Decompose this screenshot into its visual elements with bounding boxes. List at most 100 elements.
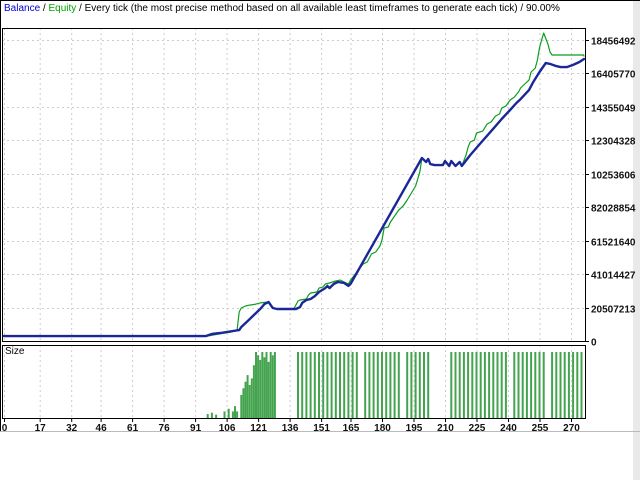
size-bar bbox=[364, 352, 367, 418]
size-bar bbox=[242, 388, 245, 418]
y-axis-label: 82028854 bbox=[591, 204, 636, 215]
size-bar bbox=[414, 352, 417, 418]
size-bar bbox=[368, 352, 371, 418]
size-bar bbox=[313, 352, 316, 418]
size-bar bbox=[206, 414, 209, 418]
y-axis-label: 41014427 bbox=[591, 271, 636, 282]
size-bar bbox=[496, 352, 499, 418]
size-bar bbox=[248, 385, 251, 418]
size-bar bbox=[488, 352, 491, 418]
size-bar bbox=[305, 352, 308, 418]
legend-separator: / bbox=[517, 3, 526, 14]
size-bar bbox=[471, 352, 474, 418]
size-bar bbox=[227, 408, 230, 418]
x-axis-label: 151 bbox=[313, 423, 330, 434]
x-axis-label: 225 bbox=[469, 423, 486, 434]
size-bar bbox=[567, 352, 570, 418]
size-bar bbox=[418, 352, 421, 418]
y-axis-label: 20507213 bbox=[591, 305, 636, 316]
balance-legend-label: Balance bbox=[4, 3, 41, 14]
size-bar bbox=[267, 361, 270, 418]
main-plot-border bbox=[2, 28, 586, 342]
size-bar bbox=[252, 365, 255, 418]
size-bar bbox=[271, 355, 274, 418]
size-bar bbox=[246, 375, 249, 418]
size-bar bbox=[215, 414, 218, 418]
size-bar bbox=[250, 378, 253, 418]
size-bar bbox=[347, 352, 350, 418]
modelling-quality: 90.00% bbox=[525, 3, 560, 14]
x-axis-label: 121 bbox=[250, 423, 267, 434]
size-bar bbox=[467, 352, 470, 418]
size-bar bbox=[542, 352, 545, 418]
size-bar bbox=[301, 352, 304, 418]
x-axis-label: 106 bbox=[219, 423, 236, 434]
size-plot-border bbox=[2, 345, 586, 419]
size-bar bbox=[381, 352, 383, 418]
size-bar bbox=[492, 352, 495, 418]
size-bar bbox=[257, 355, 260, 418]
size-bar bbox=[551, 352, 554, 418]
size-bar bbox=[265, 352, 268, 418]
balance-line bbox=[2, 57, 586, 338]
size-bar bbox=[576, 352, 579, 418]
size-bar bbox=[555, 352, 558, 418]
size-bar bbox=[334, 352, 337, 418]
size-bar bbox=[234, 406, 236, 418]
size-bar bbox=[393, 352, 396, 418]
size-bar bbox=[572, 352, 575, 418]
size-bar bbox=[339, 352, 341, 418]
x-axis-label: 76 bbox=[159, 423, 171, 434]
tick-model-description: Every tick (the most precise method base… bbox=[84, 3, 518, 14]
x-axis-label: 17 bbox=[35, 423, 47, 434]
x-axis-label: 210 bbox=[437, 423, 454, 434]
legend-separator: / bbox=[40, 3, 49, 14]
size-bar bbox=[376, 352, 379, 418]
size-bar bbox=[475, 352, 478, 418]
size-bar bbox=[525, 352, 528, 418]
size-bar bbox=[273, 352, 276, 418]
size-bar bbox=[479, 352, 482, 418]
size-bar bbox=[406, 352, 409, 418]
size-bar bbox=[530, 352, 533, 418]
size-bar bbox=[259, 359, 262, 418]
size-bar bbox=[372, 352, 375, 418]
size-bar bbox=[355, 352, 358, 418]
x-axis-label: 165 bbox=[343, 423, 360, 434]
size-bar bbox=[231, 411, 234, 418]
x-axis-label: 240 bbox=[500, 423, 517, 434]
y-axis-label: 12304328 bbox=[591, 137, 636, 148]
x-axis-label: 270 bbox=[563, 423, 580, 434]
size-bar bbox=[458, 352, 461, 418]
x-axis-label: 195 bbox=[406, 423, 423, 434]
x-axis-label: 180 bbox=[374, 423, 391, 434]
size-bar bbox=[309, 352, 312, 418]
size-bar bbox=[351, 352, 354, 418]
size-bar bbox=[504, 352, 507, 418]
size-bar bbox=[318, 352, 320, 418]
equity-legend-label: Equity bbox=[48, 3, 77, 14]
size-bar bbox=[450, 352, 453, 418]
size-bar bbox=[263, 357, 266, 418]
size-bar bbox=[410, 352, 413, 418]
x-axis-label: 32 bbox=[66, 423, 78, 434]
size-bar bbox=[427, 352, 430, 418]
size-bar bbox=[236, 411, 239, 418]
x-axis-label: 0 bbox=[2, 423, 8, 434]
size-bar bbox=[559, 352, 562, 418]
y-axis-label: 61521640 bbox=[591, 238, 636, 249]
size-bar bbox=[210, 412, 213, 418]
size-bar bbox=[343, 352, 346, 418]
right-margin bbox=[633, 0, 640, 480]
size-bar bbox=[397, 352, 400, 418]
size-bar bbox=[223, 411, 226, 418]
size-bar bbox=[326, 352, 329, 418]
x-axis-label: 136 bbox=[282, 423, 299, 434]
y-axis-label: 16405770 bbox=[591, 70, 636, 81]
legend-separator: / bbox=[76, 3, 85, 14]
size-bar bbox=[389, 352, 392, 418]
equity-line bbox=[3, 32, 585, 337]
